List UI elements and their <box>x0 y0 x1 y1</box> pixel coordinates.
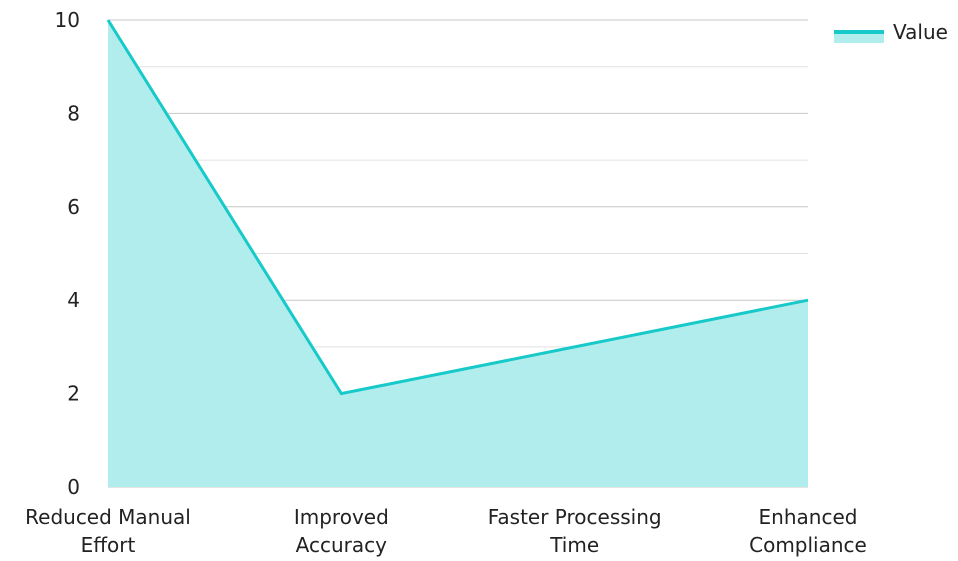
legend: Value <box>834 20 948 44</box>
x-tick-label: Reduced Manual Effort <box>25 505 191 557</box>
y-tick-label: 2 <box>67 382 80 406</box>
series-line <box>106 19 809 396</box>
x-tick-label: Faster Processing Time <box>488 505 662 557</box>
y-tick-label: 6 <box>67 195 80 219</box>
y-tick-label: 0 <box>67 475 80 499</box>
series-area-fill <box>108 20 808 487</box>
y-axis: 0 2 4 6 8 10 <box>55 8 80 499</box>
x-axis: Reduced Manual Effort Improved Accuracy Fast… <box>25 505 867 557</box>
y-tick-label: 10 <box>55 8 80 32</box>
y-tick-label: 8 <box>67 101 80 125</box>
legend-label: Value <box>893 20 948 44</box>
x-tick-label: Enhanced Compliance <box>749 505 867 557</box>
y-tick-label: 4 <box>67 288 80 312</box>
x-tick-label: Improved Accuracy <box>294 505 389 557</box>
